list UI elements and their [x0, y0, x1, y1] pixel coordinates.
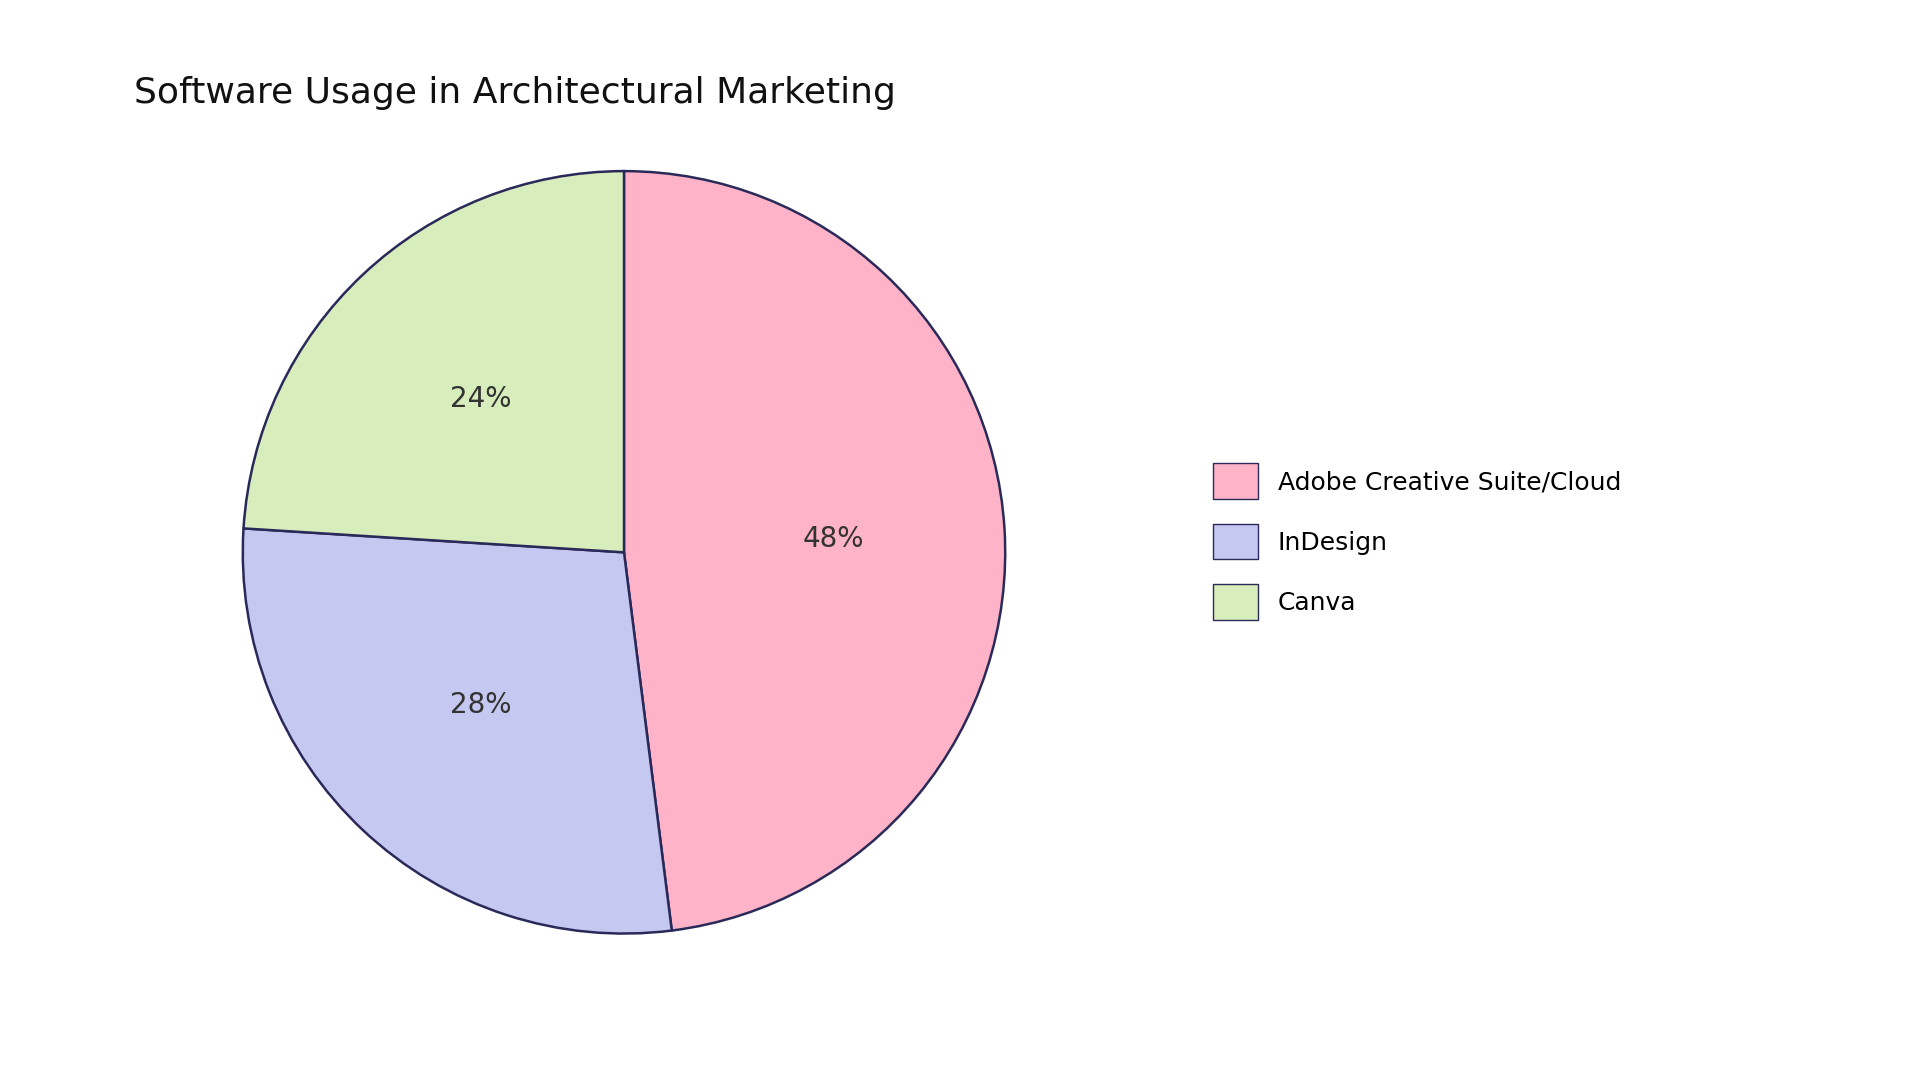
Text: 24%: 24%	[449, 386, 511, 414]
Text: 48%: 48%	[803, 525, 864, 553]
Wedge shape	[624, 171, 1006, 930]
Wedge shape	[244, 171, 624, 552]
Wedge shape	[242, 529, 672, 934]
Legend: Adobe Creative Suite/Cloud, InDesign, Canva: Adobe Creative Suite/Cloud, InDesign, Ca…	[1204, 454, 1632, 629]
Text: Software Usage in Architectural Marketing: Software Usage in Architectural Marketin…	[134, 76, 897, 109]
Text: 28%: 28%	[449, 691, 511, 719]
